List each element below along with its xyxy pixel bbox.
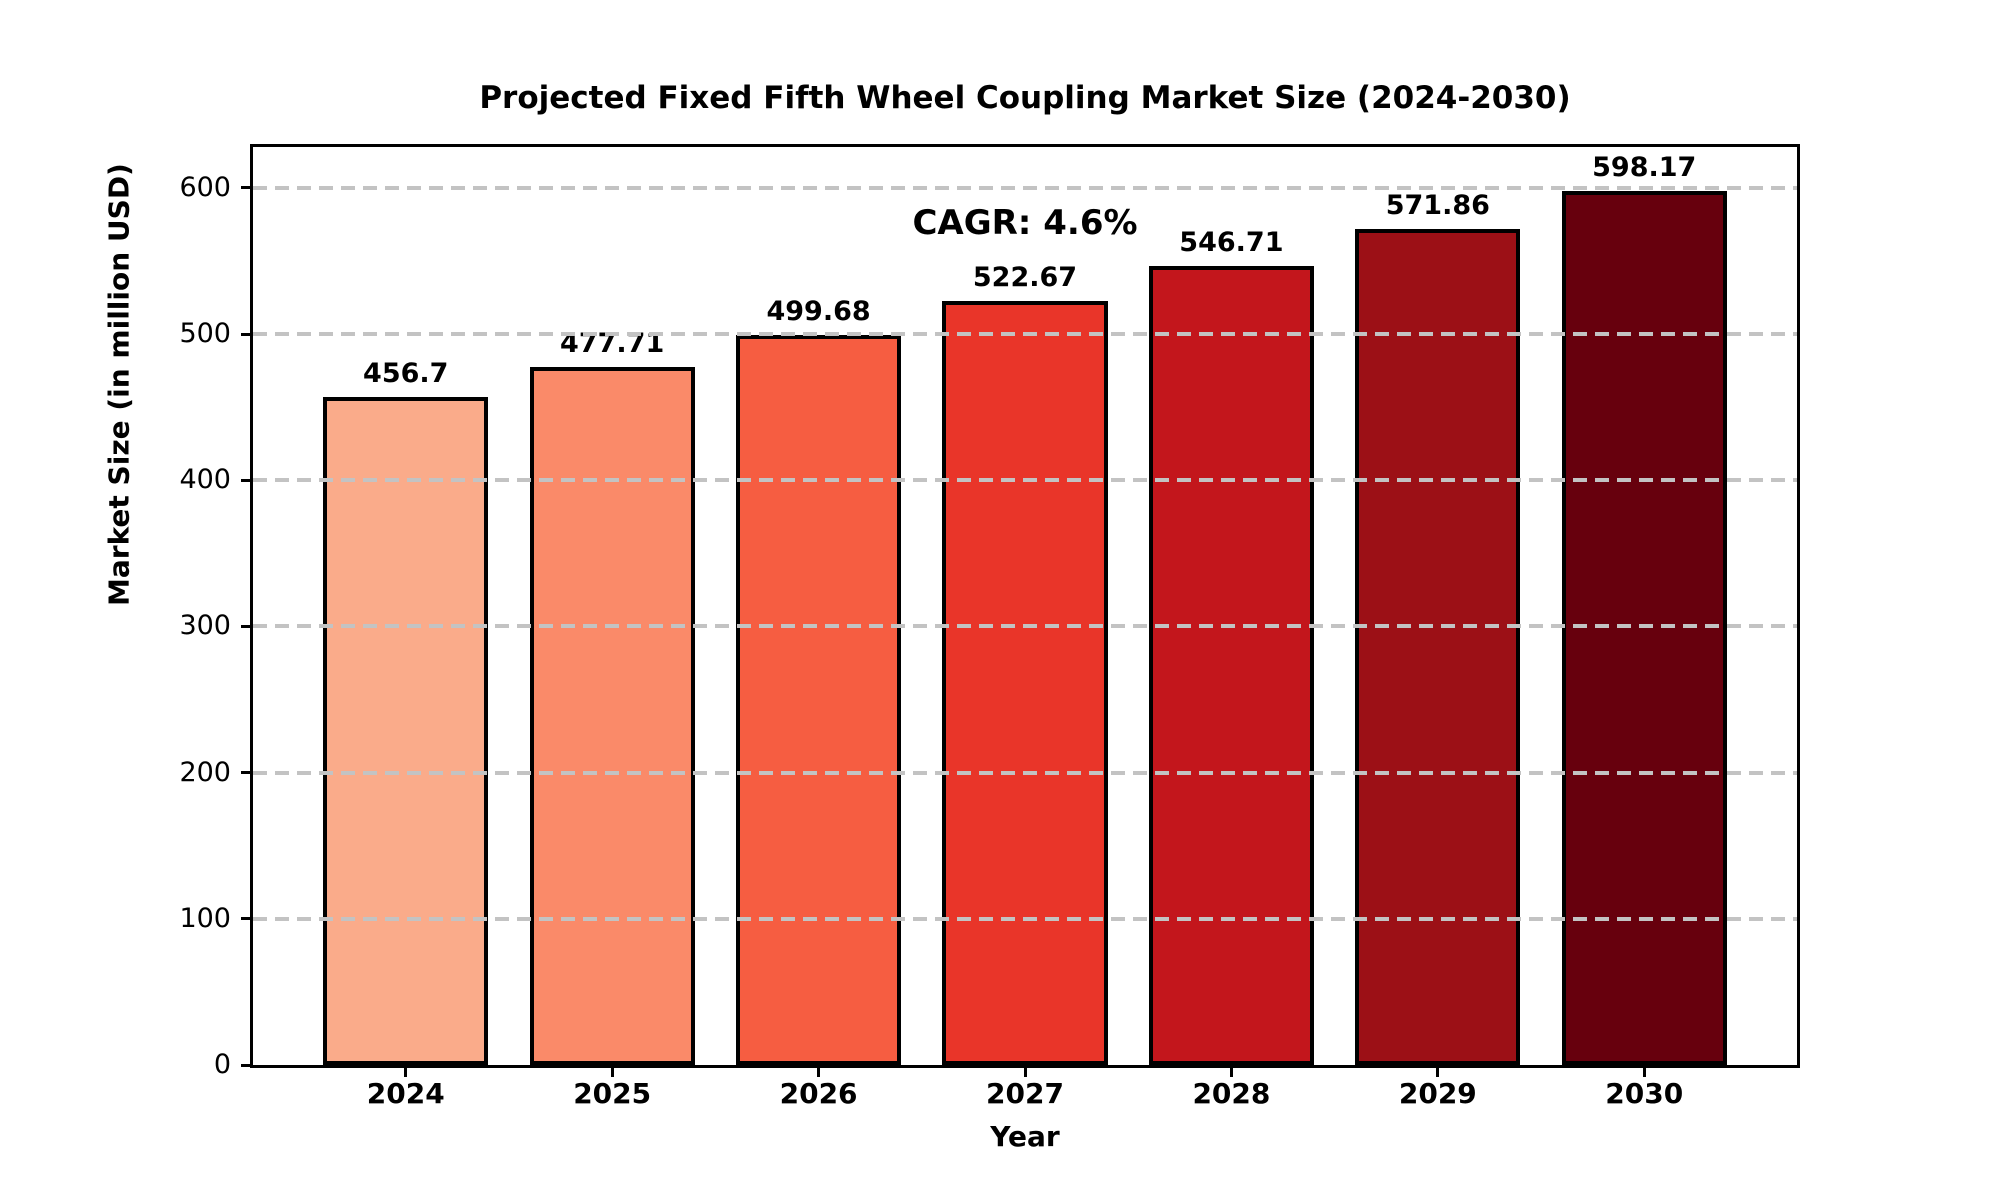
y-tick-mark	[241, 478, 253, 482]
bar-value-label: 522.67	[972, 261, 1078, 293]
x-tick-label-2030: 2030	[1605, 1077, 1684, 1110]
x-tick-label-2025: 2025	[573, 1077, 652, 1110]
y-tick-label: 100	[179, 902, 231, 934]
x-tick-label-2029: 2029	[1398, 1077, 1477, 1110]
y-tick-label: 300	[179, 610, 231, 642]
y-tick-mark	[241, 771, 253, 775]
y-tick-mark	[241, 332, 253, 336]
x-tick-mark	[1229, 1065, 1233, 1077]
x-tick-label-2024: 2024	[366, 1077, 445, 1110]
x-tick-mark	[1023, 1065, 1027, 1077]
bar-value-label: 571.86	[1385, 190, 1490, 222]
x-tick-mark	[817, 1065, 821, 1077]
y-tick-label: 0	[213, 1049, 231, 1080]
cagr-annotation: CAGR: 4.6%	[912, 203, 1138, 243]
bar-value-label: 546.71	[1179, 226, 1284, 258]
chart-title: Projected Fixed Fifth Wheel Coupling Mar…	[479, 80, 1571, 116]
y-tick-label: 500	[179, 318, 231, 350]
x-tick-mark	[610, 1065, 614, 1077]
y-tick-label: 400	[179, 464, 231, 496]
y-tick-mark	[241, 186, 253, 190]
bar-2025	[529, 366, 695, 1065]
bar-value-label: 499.68	[766, 295, 871, 327]
x-tick-mark	[404, 1065, 408, 1077]
bar-value-label: 477.71	[560, 327, 665, 359]
x-tick-label-2026: 2026	[779, 1077, 858, 1110]
y-tick-mark	[241, 917, 253, 921]
bar-2026	[736, 334, 902, 1065]
bar-value-label: 456.7	[363, 358, 449, 390]
x-tick-label-2027: 2027	[986, 1077, 1064, 1110]
y-tick-mark	[241, 1063, 253, 1067]
y-tick-label: 200	[179, 756, 231, 788]
bar-2029	[1355, 229, 1521, 1065]
x-tick-mark	[1642, 1065, 1646, 1077]
bar-value-label: 598.17	[1592, 151, 1697, 183]
bar-2028	[1148, 265, 1314, 1065]
x-axis-label: Year	[990, 1120, 1060, 1153]
bars-layer: 456.7 477.71 499.68 522.67 546.71 571.86 598.1…	[253, 147, 1797, 1065]
x-tick-mark	[1436, 1065, 1440, 1077]
bar-2024	[323, 397, 489, 1065]
y-tick-mark	[241, 624, 253, 628]
y-tick-label: 600	[179, 171, 231, 203]
bar-2027	[942, 300, 1108, 1065]
x-tick-label-2028: 2028	[1192, 1077, 1271, 1110]
bar-2030	[1561, 190, 1727, 1065]
plot-area: 456.7 477.71 499.68 522.67 546.71 571.86 598.1…	[179, 144, 1800, 1110]
